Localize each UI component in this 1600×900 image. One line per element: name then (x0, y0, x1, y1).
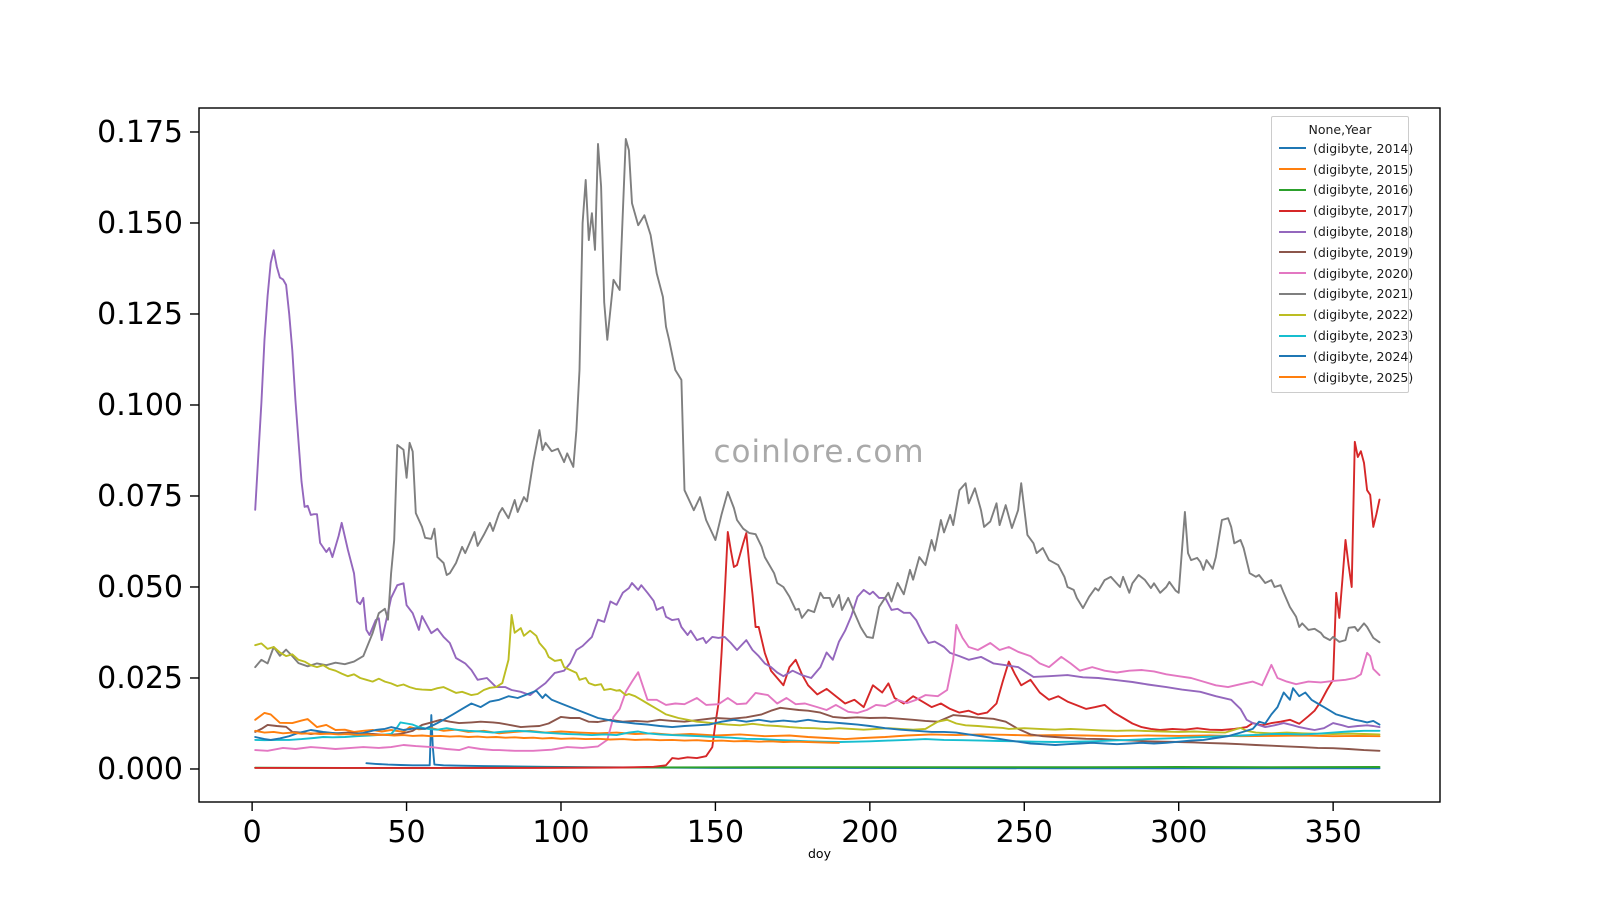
legend-label: (digibyte, 2021) (1313, 286, 1414, 302)
legend-title: None,Year (1308, 122, 1372, 137)
legend-items: (digibyte, 2014) (digibyte, 2015) (digibyt… (1272, 138, 1413, 388)
series-line-2015 (254, 711, 1381, 741)
legend: None,Year (digibyte, 2014) (digibyte, 201… (1271, 116, 1413, 393)
x-tick-label: 0 (243, 815, 262, 850)
legend-label: (digibyte, 2018) (1313, 224, 1414, 240)
y-tick-label: 0.100 (97, 388, 183, 423)
series-line-2020 (254, 623, 1381, 752)
legend-swatch-line (1279, 168, 1306, 171)
y-tick-label: 0.000 (97, 752, 183, 787)
series-line-2023 (254, 721, 1381, 743)
legend-label: (digibyte, 2025) (1313, 369, 1414, 385)
plot-area-frame (198, 107, 1441, 803)
legend-swatch-line (1279, 292, 1306, 295)
legend-swatch-line (1279, 209, 1306, 212)
legend-item: (digibyte, 2021) (1272, 284, 1413, 305)
legend-swatch-line (1279, 334, 1306, 337)
legend-item: (digibyte, 2018) (1272, 221, 1413, 242)
series-line-2024 (254, 687, 1381, 746)
y-tick-label: 0.025 (97, 661, 183, 696)
legend-item: (digibyte, 2022) (1272, 304, 1413, 325)
legend-label: (digibyte, 2019) (1313, 244, 1414, 260)
legend-swatch-line (1279, 376, 1306, 379)
x-tick-label: 350 (1305, 815, 1362, 850)
legend-swatch-line (1279, 188, 1306, 191)
series-line-2019 (254, 706, 1381, 752)
y-tick-label: 0.175 (97, 115, 183, 150)
legend-label: (digibyte, 2023) (1313, 328, 1414, 344)
legend-item: (digibyte, 2016) (1272, 180, 1413, 201)
legend-label: (digibyte, 2016) (1313, 182, 1414, 198)
x-tick-label: 200 (841, 815, 898, 850)
legend-label: (digibyte, 2020) (1313, 265, 1414, 281)
legend-item: (digibyte, 2015) (1272, 159, 1413, 180)
x-axis-label: doy (808, 846, 832, 861)
legend-label: (digibyte, 2014) (1313, 140, 1414, 156)
x-tick-label: 250 (996, 815, 1053, 850)
legend-item: (digibyte, 2017) (1272, 200, 1413, 221)
x-tick-label: 300 (1150, 815, 1207, 850)
legend-item: (digibyte, 2025) (1272, 367, 1413, 388)
legend-label: (digibyte, 2024) (1313, 348, 1414, 364)
legend-item: (digibyte, 2019) (1272, 242, 1413, 263)
legend-swatch-line (1279, 147, 1306, 150)
y-tick-label: 0.150 (97, 206, 183, 241)
legend-item: (digibyte, 2024) (1272, 346, 1413, 367)
series-line-2021 (254, 137, 1381, 669)
legend-item: (digibyte, 2023) (1272, 325, 1413, 346)
legend-label: (digibyte, 2017) (1313, 203, 1414, 219)
legend-label: (digibyte, 2015) (1313, 161, 1414, 177)
y-tick-label: 0.125 (97, 297, 183, 332)
legend-swatch-line (1279, 272, 1306, 275)
legend-swatch-line (1279, 355, 1306, 358)
legend-swatch-line (1279, 251, 1306, 254)
x-tick-label: 50 (387, 815, 425, 850)
x-tick-label: 100 (532, 815, 589, 850)
series-line-2018 (254, 249, 1381, 731)
legend-item: (digibyte, 2020) (1272, 263, 1413, 284)
legend-swatch-line (1279, 230, 1306, 233)
x-tick-label: 150 (687, 815, 744, 850)
legend-item: (digibyte, 2014) (1272, 138, 1413, 159)
y-tick-label: 0.050 (97, 570, 183, 605)
legend-label: (digibyte, 2022) (1313, 307, 1414, 323)
legend-swatch-line (1279, 313, 1306, 316)
series-line-2025 (254, 729, 840, 744)
y-tick-label: 0.075 (97, 479, 183, 514)
series-line-2017 (254, 440, 1381, 769)
series-line-2022 (254, 614, 1381, 736)
